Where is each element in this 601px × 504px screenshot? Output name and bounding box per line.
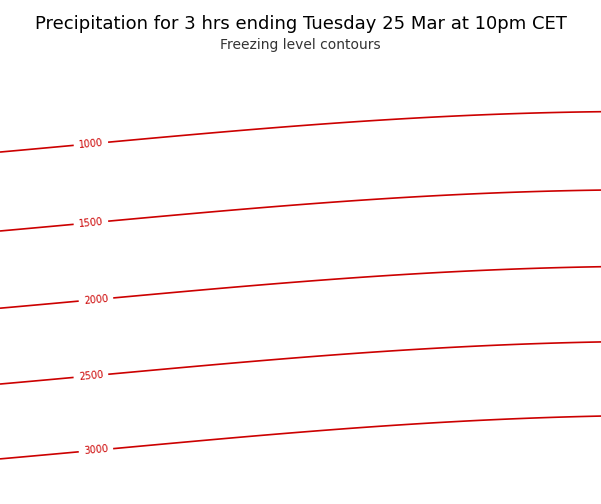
Text: 2500: 2500 [78, 370, 104, 382]
Text: 1500: 1500 [78, 217, 103, 229]
Text: 3000: 3000 [84, 444, 109, 456]
Text: Freezing level contours: Freezing level contours [220, 38, 381, 52]
Text: Precipitation for 3 hrs ending Tuesday 25 Mar at 10pm CET: Precipitation for 3 hrs ending Tuesday 2… [35, 15, 566, 33]
Text: 2000: 2000 [84, 293, 109, 305]
Text: 1000: 1000 [78, 138, 103, 150]
